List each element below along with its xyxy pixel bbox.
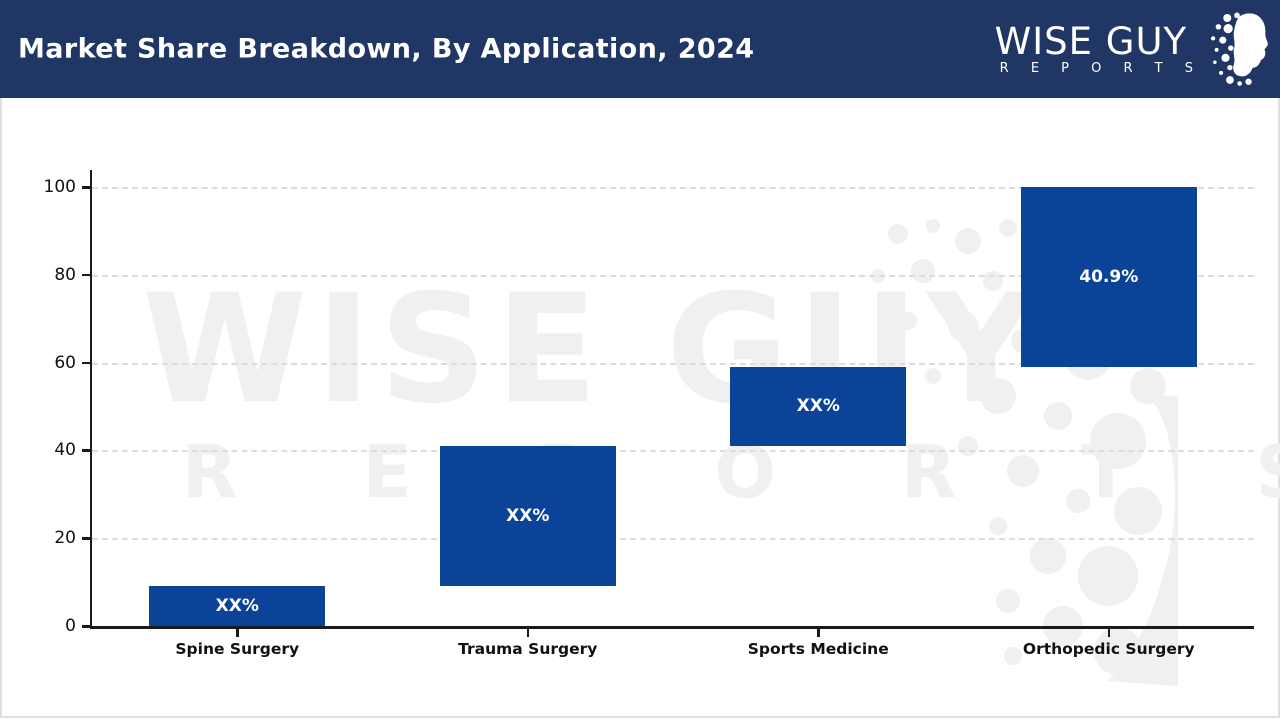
y-axis-tick-label: 100 — [43, 177, 76, 197]
x-axis-category-label: Orthopedic Surgery — [1022, 640, 1195, 658]
y-axis-tick — [82, 449, 90, 452]
gridline — [92, 450, 1254, 453]
bar-value-label: 40.9% — [1079, 266, 1139, 287]
logo-text: WISE GUY R E P O R T S — [995, 23, 1202, 76]
face-profile-icon — [1210, 12, 1268, 86]
bar-spine-surgery: XX% — [149, 586, 326, 626]
gridline — [92, 274, 1254, 277]
gridline — [92, 187, 1254, 189]
y-axis-tick — [82, 537, 90, 540]
bar-value-label: XX% — [215, 596, 259, 617]
y-axis-tick-label: 80 — [54, 264, 76, 285]
y-axis-tick-label: 40 — [54, 440, 76, 461]
bar-trauma-surgery: XX% — [439, 446, 616, 587]
y-axis-tick-label: 20 — [54, 528, 76, 549]
logo-subtitle: R E P O R T S — [999, 60, 1202, 76]
gridline — [92, 538, 1254, 541]
header-bar: Market Share Breakdown, By Application, … — [0, 0, 1280, 98]
bar-sports-medicine: XX% — [730, 366, 907, 447]
chart-canvas: WISE GUY R E P O R T S 0 20 40 60 80 100 XX% Sp… — [0, 98, 1280, 718]
y-axis-tick-label: 60 — [54, 352, 76, 373]
y-axis-tick — [82, 186, 90, 189]
bar-orthopedic-surgery: 40.9% — [1020, 187, 1197, 367]
logo-name: WISE GUY — [994, 19, 1188, 63]
chart-title: Market Share Breakdown, By Application, … — [18, 33, 755, 65]
bar-value-label: XX% — [506, 506, 550, 527]
x-axis-category-label: Sports Medicine — [747, 640, 889, 658]
x-axis-tick — [817, 629, 820, 637]
gridline — [92, 362, 1254, 365]
plot-area: 0 20 40 60 80 100 XX% Spine Surgery XX% Trauma Su… — [44, 170, 1254, 658]
wise-guy-logo: WISE GUY R E P O R T S — [995, 7, 1268, 91]
x-axis-category-label: Trauma Surgery — [458, 640, 598, 658]
x-axis-category-label: Spine Surgery — [175, 640, 300, 658]
bar-value-label: XX% — [796, 396, 840, 417]
y-axis-tick — [82, 625, 90, 628]
y-axis-tick — [82, 361, 90, 365]
x-axis-tick — [236, 629, 239, 637]
x-axis-tick — [526, 629, 530, 637]
y-axis-tick-label: 0 — [65, 616, 76, 636]
x-axis-tick — [1107, 629, 1111, 637]
y-axis-tick — [82, 273, 90, 277]
